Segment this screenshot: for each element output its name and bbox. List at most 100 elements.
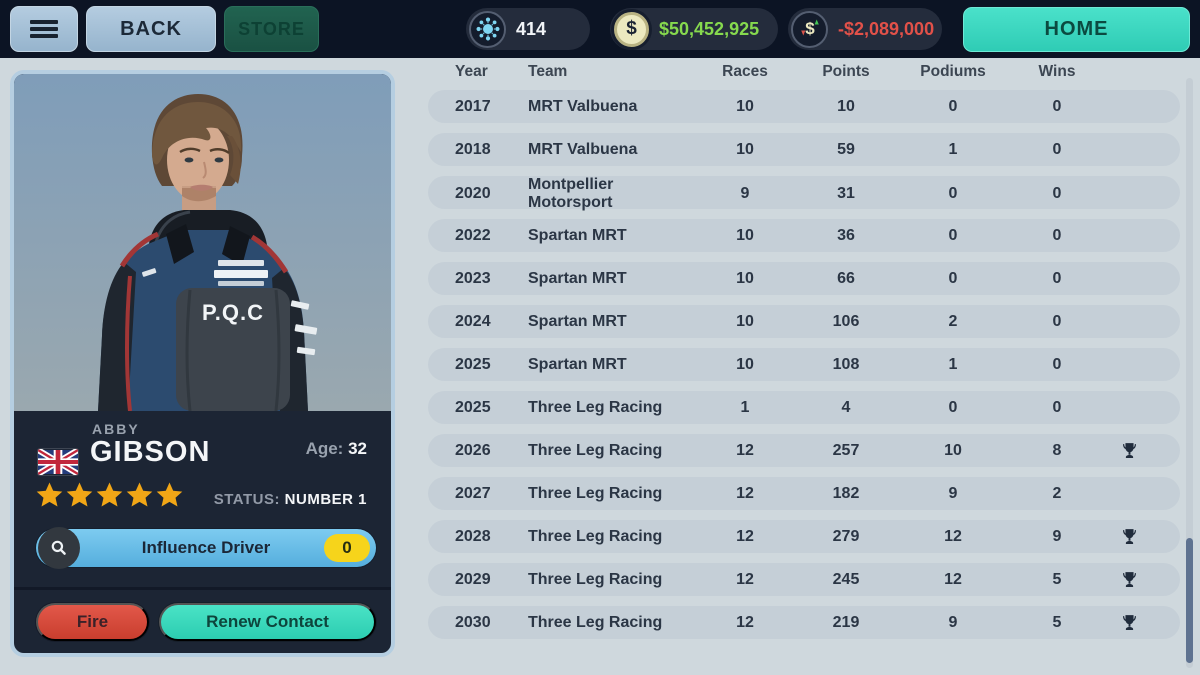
cell-podiums: 9 xyxy=(948,613,958,631)
table-row[interactable]: 2025 Three Leg Racing 1 4 0 0 xyxy=(428,391,1180,424)
home-button[interactable]: HOME xyxy=(963,7,1190,52)
table-row[interactable]: 2018 MRT Valbuena 10 59 1 0 xyxy=(428,133,1180,166)
driver-info: ABBY GIBSON Age: 32 STATUS: xyxy=(14,411,391,653)
renew-contact-button[interactable]: Renew Contact xyxy=(159,603,376,641)
table-row[interactable]: 2022 Spartan MRT 10 36 0 0 xyxy=(428,219,1180,252)
table-rows: 2017 MRT Valbuena 10 10 0 0 2 0 1 8 MRT Val… xyxy=(428,90,1180,649)
cell-races: 10 xyxy=(736,140,754,158)
cell-year: 2026 xyxy=(455,441,491,459)
svg-text:$: $ xyxy=(805,19,815,38)
cell-wins: 0 xyxy=(1052,97,1062,115)
cell-year: 2024 xyxy=(455,312,491,330)
table-row[interactable]: 2027 Three Leg Racing 12 182 9 2 xyxy=(428,477,1180,510)
table-row[interactable]: 2020 Montpellier Motorsport 9 31 0 0 xyxy=(428,176,1180,211)
cell-points: 279 xyxy=(832,527,860,545)
cell-podiums: 1 xyxy=(948,140,958,158)
influence-points-pill[interactable]: 414 xyxy=(466,8,590,50)
cell-races: 10 xyxy=(736,226,754,244)
cell-points: 108 xyxy=(832,355,860,373)
table-row[interactable]: 2026 Three Leg Racing 12 257 10 8 xyxy=(428,434,1180,467)
cell-races: 1 xyxy=(740,398,750,416)
cell-podiums: 2 xyxy=(948,312,958,330)
cell-races: 10 xyxy=(736,97,754,115)
uk-flag-icon xyxy=(38,449,78,475)
cell-races: 10 xyxy=(736,312,754,330)
cell-podiums: 0 xyxy=(948,185,958,202)
cell-team: Three Leg Racing xyxy=(528,570,663,588)
divider xyxy=(14,587,391,590)
cell-wins: 8 xyxy=(1052,441,1062,459)
cell-year: 2029 xyxy=(455,570,491,588)
magnifier-icon xyxy=(38,527,80,569)
cell-year: 2028 xyxy=(455,527,491,545)
column-races: Races xyxy=(722,63,768,80)
fire-button[interactable]: Fire xyxy=(36,603,149,641)
cell-wins: 2 xyxy=(1052,484,1062,502)
cell-points: 106 xyxy=(832,312,860,330)
champion-trophy-icon xyxy=(1108,614,1150,631)
hamburger-icon xyxy=(30,20,58,38)
cell-wins: 0 xyxy=(1052,269,1062,287)
cell-races: 12 xyxy=(736,570,754,588)
cell-podiums: 1 xyxy=(948,355,958,373)
cell-wins: 0 xyxy=(1052,312,1062,330)
scrollbar-thumb[interactable] xyxy=(1186,538,1193,663)
table-row[interactable]: 2030 Three Leg Racing 12 219 9 5 xyxy=(428,606,1180,639)
cashflow-value: -$2,089,000 xyxy=(838,18,935,39)
cell-team: Spartan MRT xyxy=(528,355,627,373)
back-button[interactable]: BACK xyxy=(86,6,216,52)
store-button[interactable]: STORE xyxy=(224,6,319,52)
cell-points: 36 xyxy=(837,226,855,244)
cell-team: Three Leg Racing xyxy=(528,484,663,502)
cell-year: 2030 xyxy=(455,613,491,631)
career-history-table: Year Team Races Points Podiums Wins 2017… xyxy=(428,58,1200,675)
cell-team: Spartan MRT xyxy=(528,269,627,287)
cell-points: 59 xyxy=(837,140,855,158)
cell-team: MRT Valbuena xyxy=(528,140,638,158)
table-row[interactable]: 2028 Three Leg Racing 12 279 12 9 xyxy=(428,520,1180,553)
column-team: Team xyxy=(528,63,568,80)
driver-age: Age: 32 xyxy=(305,439,367,458)
driver-status: STATUS: NUMBER 1 xyxy=(213,491,367,508)
cell-points: 245 xyxy=(832,570,860,588)
cell-podiums: 0 xyxy=(948,269,958,287)
column-podiums: Podiums xyxy=(920,63,986,80)
cell-points: 257 xyxy=(832,441,860,459)
cell-races: 10 xyxy=(736,355,754,373)
menu-button[interactable] xyxy=(10,6,78,52)
cell-races: 10 xyxy=(736,269,754,287)
driver-portrait: P.Q.C xyxy=(14,74,391,411)
star-icon xyxy=(36,482,63,507)
cell-team: Three Leg Racing xyxy=(528,613,663,631)
table-row[interactable]: 2017 MRT Valbuena 10 10 0 0 xyxy=(428,90,1180,123)
cell-team: Montpellier Motorsport xyxy=(528,176,614,211)
cell-team: Three Leg Racing xyxy=(528,398,663,416)
cell-team: Spartan MRT xyxy=(528,312,627,330)
dollar-up-down-icon: $ xyxy=(791,10,828,48)
table-row[interactable]: 2029 Three Leg Racing 12 245 12 5 xyxy=(428,563,1180,596)
cell-races: 9 xyxy=(740,185,750,202)
cell-wins: 5 xyxy=(1052,613,1062,631)
star-icon xyxy=(156,482,183,507)
influence-driver-button[interactable]: Influence Driver 0 xyxy=(36,527,376,569)
table-row[interactable]: 2025 Spartan MRT 10 108 1 0 xyxy=(428,348,1180,381)
star-icon xyxy=(66,482,93,507)
table-row[interactable]: 2023 Spartan MRT 10 66 0 0 xyxy=(428,262,1180,295)
cell-year: 2020 xyxy=(455,185,491,202)
cell-points: 31 xyxy=(837,185,855,202)
influence-starburst-icon xyxy=(469,10,506,48)
cell-podiums: 12 xyxy=(944,570,962,588)
cell-podiums: 0 xyxy=(948,97,958,115)
suit-sponsor-text: P.Q.C xyxy=(202,300,264,325)
column-wins: Wins xyxy=(1038,63,1076,80)
column-year: Year xyxy=(455,63,488,80)
influence-count-badge: 0 xyxy=(324,534,370,562)
cell-wins: 0 xyxy=(1052,140,1062,158)
balance-pill: $ $50,452,925 xyxy=(610,8,778,50)
table-row[interactable]: 2024 Spartan MRT 10 106 2 0 xyxy=(428,305,1180,338)
cell-races: 12 xyxy=(736,441,754,459)
influence-driver-label: Influence Driver xyxy=(141,538,271,557)
champion-trophy-icon xyxy=(1108,442,1150,459)
cell-podiums: 9 xyxy=(948,484,958,502)
cell-podiums: 12 xyxy=(944,527,962,545)
